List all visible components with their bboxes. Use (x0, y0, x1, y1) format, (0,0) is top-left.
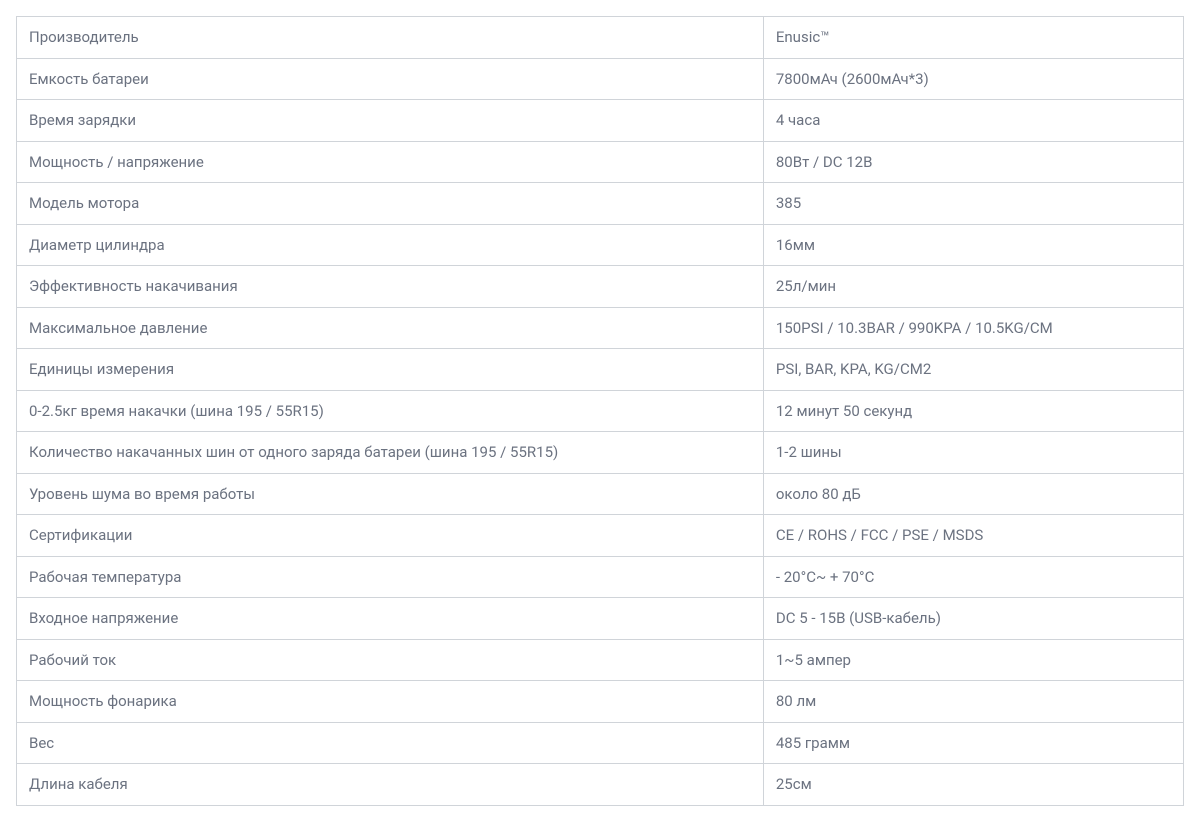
table-row: Диаметр цилиндра16мм (17, 224, 1184, 266)
spec-value: 80 лм (763, 681, 1183, 723)
table-row: Входное напряжениеDC 5 - 15В (USB-кабель… (17, 598, 1184, 640)
spec-label: 0-2.5кг время накачки (шина 195 / 55R15) (17, 390, 764, 432)
table-row: СертификацииCE / ROHS / FCC / PSE / MSDS (17, 515, 1184, 557)
spec-label: Время зарядки (17, 100, 764, 142)
spec-value: 1~5 ампер (763, 639, 1183, 681)
spec-label: Диаметр цилиндра (17, 224, 764, 266)
spec-value: 25см (763, 764, 1183, 806)
spec-label: Длина кабеля (17, 764, 764, 806)
spec-label: Единицы измерения (17, 349, 764, 391)
spec-value: 4 часа (763, 100, 1183, 142)
spec-value: DC 5 - 15В (USB-кабель) (763, 598, 1183, 640)
spec-value: около 80 дБ (763, 473, 1183, 515)
spec-value: 16мм (763, 224, 1183, 266)
spec-value: PSI, BAR, KPA, KG/CM2 (763, 349, 1183, 391)
table-row: Вес485 грамм (17, 722, 1184, 764)
table-row: Уровень шума во время работыоколо 80 дБ (17, 473, 1184, 515)
table-row: 0-2.5кг время накачки (шина 195 / 55R15)… (17, 390, 1184, 432)
table-row: Единицы измеренияPSI, BAR, KPA, KG/CM2 (17, 349, 1184, 391)
spec-value: CE / ROHS / FCC / PSE / MSDS (763, 515, 1183, 557)
spec-value: 150PSI / 10.3BAR / 990KPA / 10.5KG/CM (763, 307, 1183, 349)
spec-label: Сертификации (17, 515, 764, 557)
spec-label: Количество накачанных шин от одного заря… (17, 432, 764, 474)
spec-value: Enusic™ (763, 17, 1183, 59)
spec-label: Эффективность накачивания (17, 266, 764, 308)
spec-value: 1-2 шины (763, 432, 1183, 474)
spec-table: ПроизводительEnusic™ Емкость батареи7800… (16, 16, 1184, 806)
table-row: Количество накачанных шин от одного заря… (17, 432, 1184, 474)
table-row: Модель мотора385 (17, 183, 1184, 225)
spec-label: Максимальное давление (17, 307, 764, 349)
spec-value: 385 (763, 183, 1183, 225)
spec-label: Производитель (17, 17, 764, 59)
spec-value: 7800мАч (2600мАч*3) (763, 58, 1183, 100)
spec-table-body: ПроизводительEnusic™ Емкость батареи7800… (17, 17, 1184, 806)
spec-label: Мощность фонарика (17, 681, 764, 723)
table-row: Время зарядки4 часа (17, 100, 1184, 142)
spec-value: 80Вт / DC 12В (763, 141, 1183, 183)
table-row: ПроизводительEnusic™ (17, 17, 1184, 59)
spec-label: Вес (17, 722, 764, 764)
table-row: Максимальное давление150PSI / 10.3BAR / … (17, 307, 1184, 349)
table-row: Емкость батареи7800мАч (2600мАч*3) (17, 58, 1184, 100)
spec-label: Мощность / напряжение (17, 141, 764, 183)
spec-label: Модель мотора (17, 183, 764, 225)
table-row: Рабочая температура- 20°C~ + 70°C (17, 556, 1184, 598)
spec-label: Емкость батареи (17, 58, 764, 100)
spec-value: 25л/мин (763, 266, 1183, 308)
spec-label: Рабочая температура (17, 556, 764, 598)
spec-value: 485 грамм (763, 722, 1183, 764)
spec-label: Уровень шума во время работы (17, 473, 764, 515)
spec-value: 12 минут 50 секунд (763, 390, 1183, 432)
spec-label: Входное напряжение (17, 598, 764, 640)
spec-value: - 20°C~ + 70°C (763, 556, 1183, 598)
table-row: Мощность фонарика80 лм (17, 681, 1184, 723)
spec-label: Рабочий ток (17, 639, 764, 681)
table-row: Мощность / напряжение80Вт / DC 12В (17, 141, 1184, 183)
table-row: Длина кабеля25см (17, 764, 1184, 806)
table-row: Эффективность накачивания25л/мин (17, 266, 1184, 308)
table-row: Рабочий ток1~5 ампер (17, 639, 1184, 681)
